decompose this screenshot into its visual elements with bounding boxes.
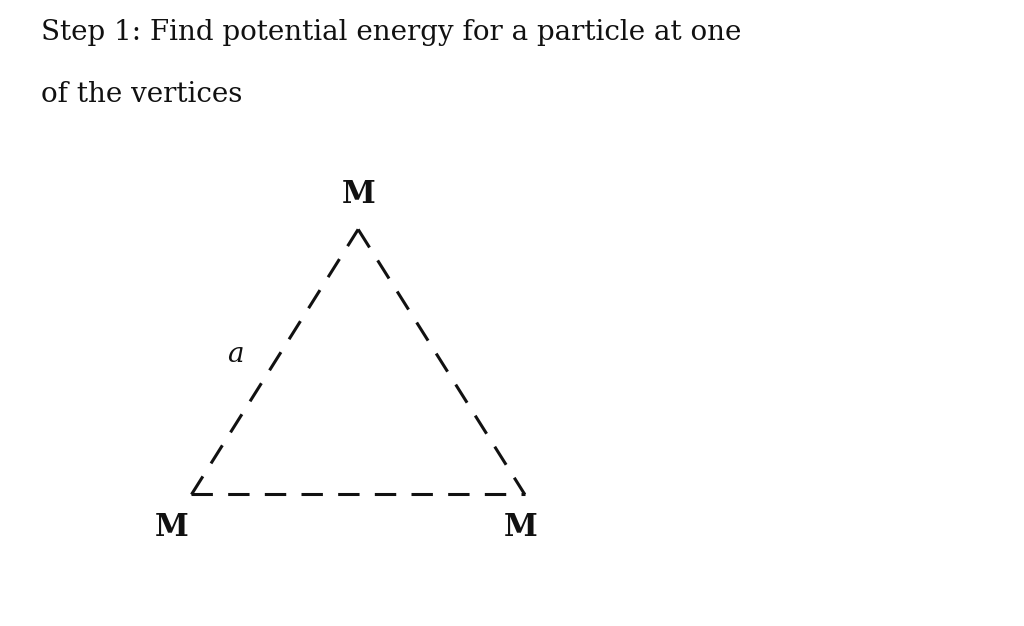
Text: a: a — [226, 341, 243, 368]
Text: of the vertices: of the vertices — [41, 81, 243, 108]
Text: M: M — [155, 511, 188, 543]
Text: M: M — [504, 511, 538, 543]
Text: Step 1: Find potential energy for a particle at one: Step 1: Find potential energy for a part… — [41, 19, 741, 46]
Text: M: M — [341, 179, 375, 210]
